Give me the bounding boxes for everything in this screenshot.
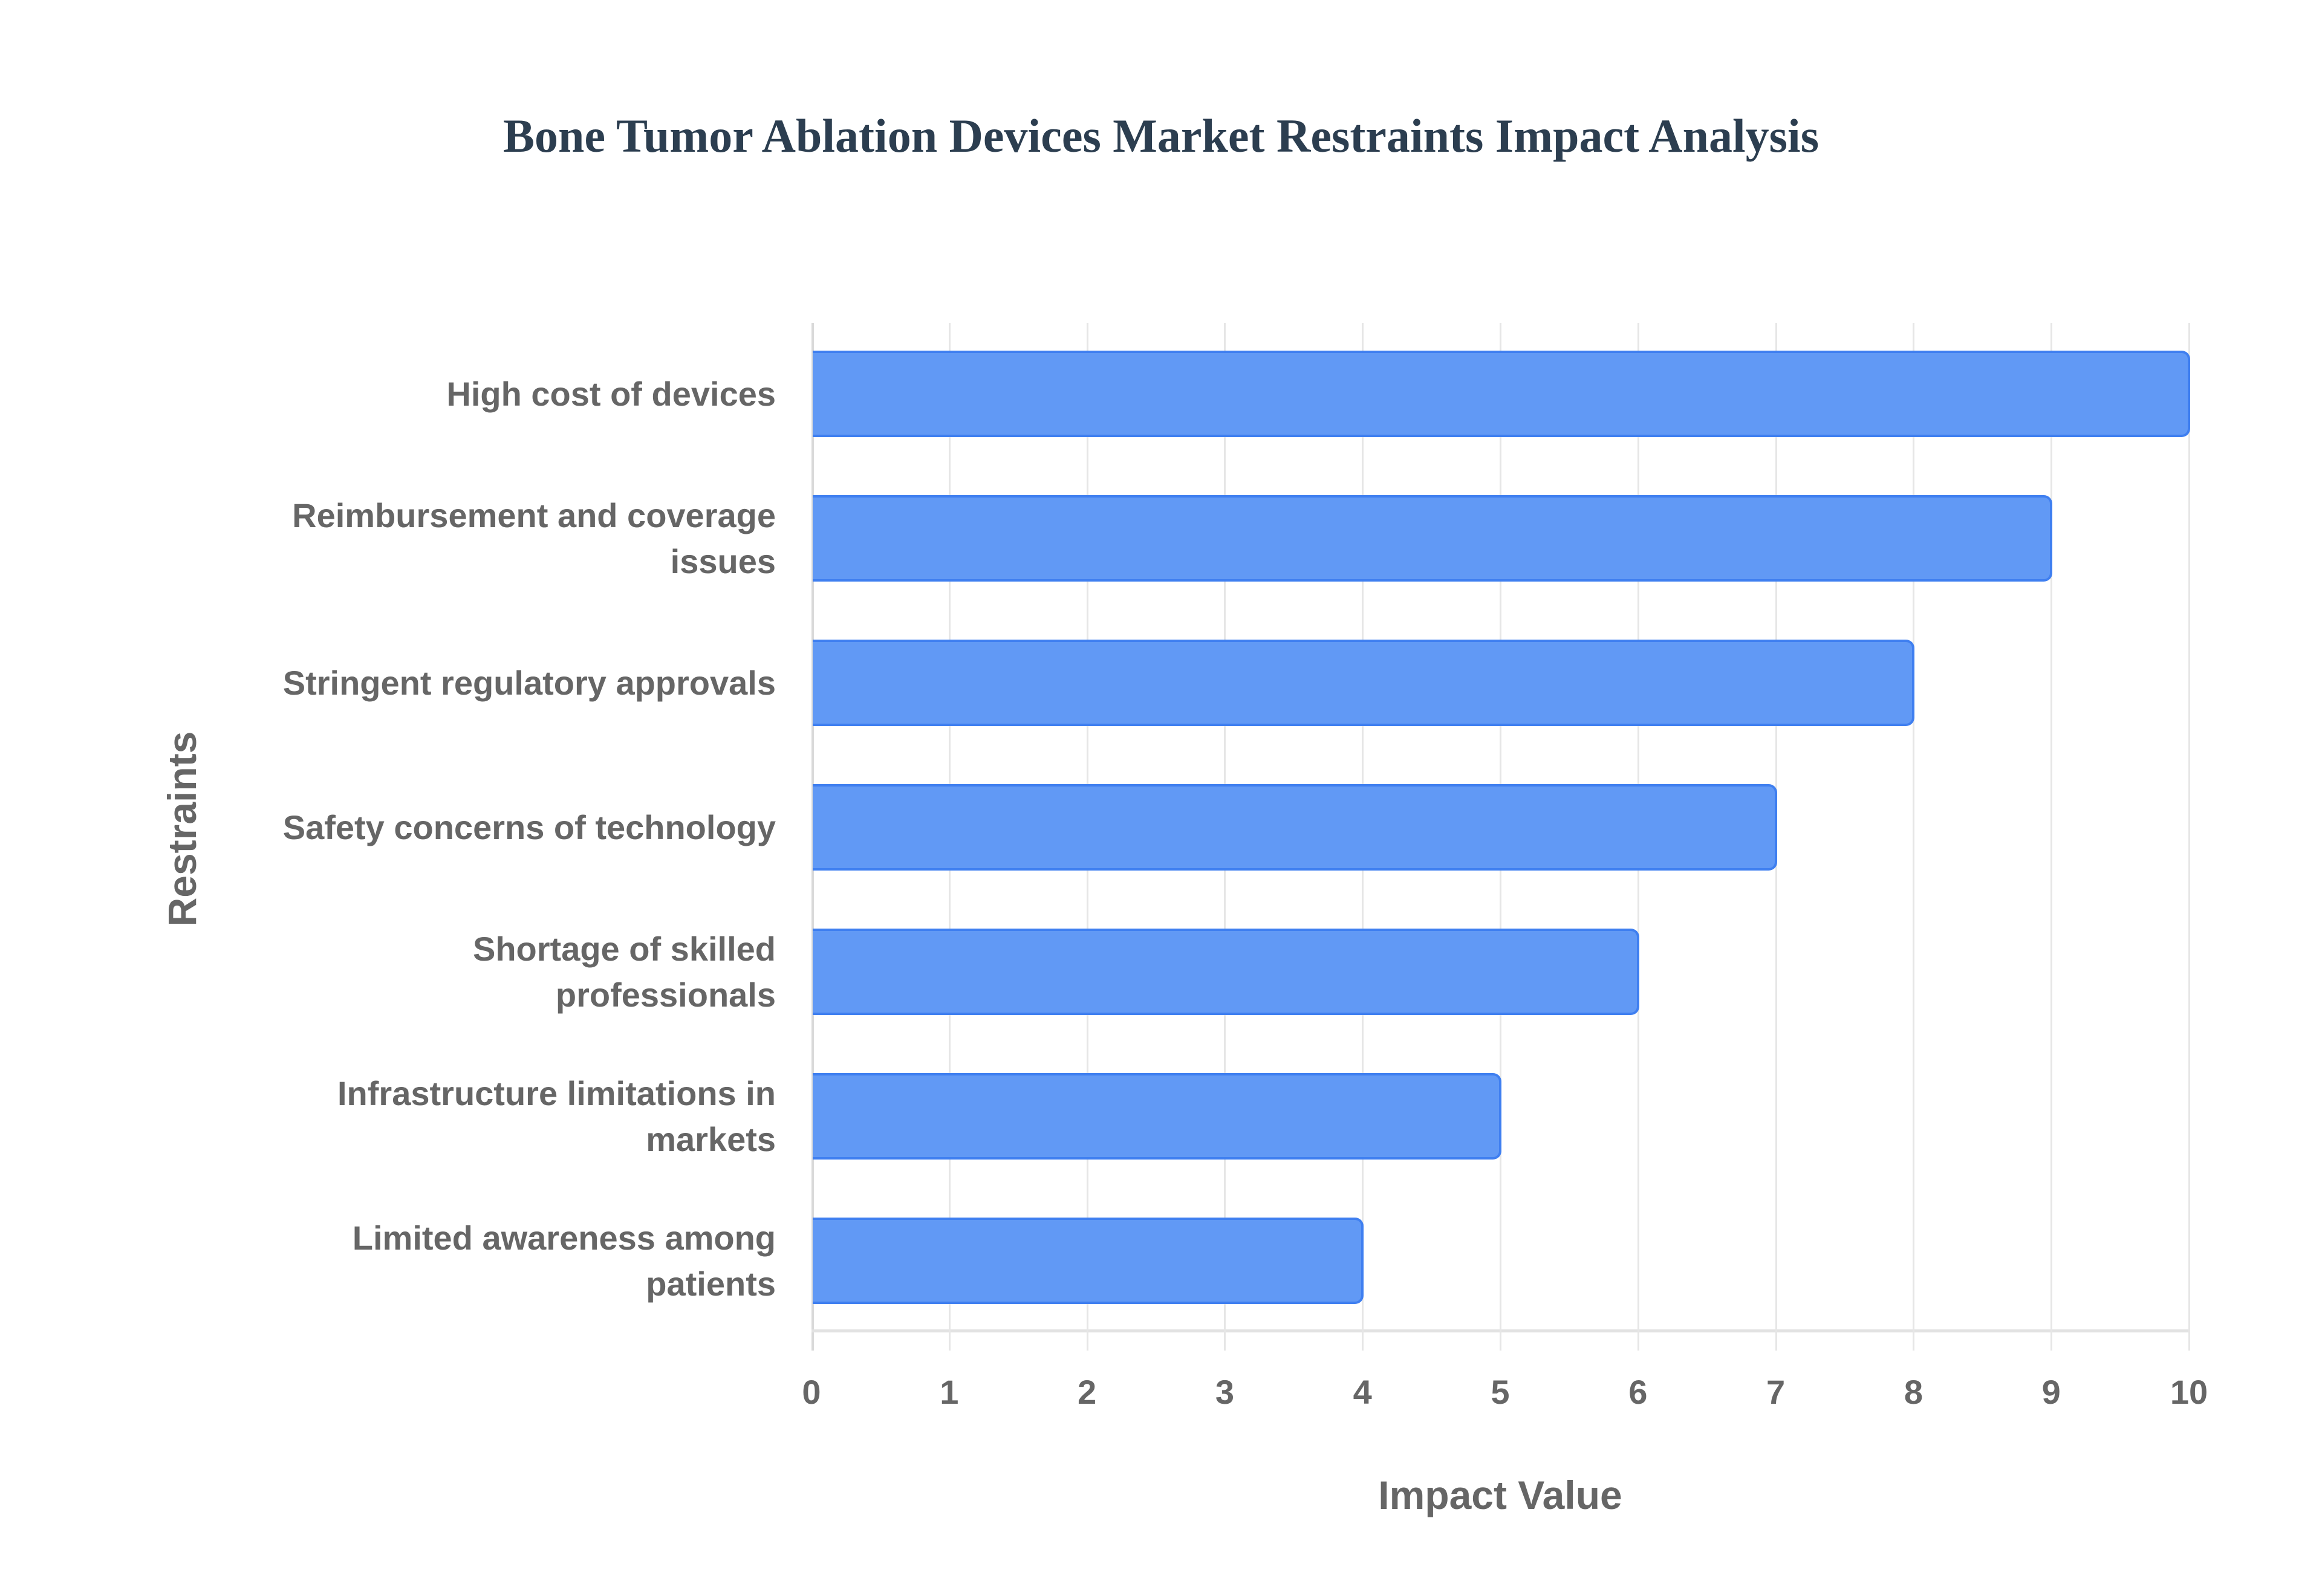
x-tick-label: 6 [1628, 1373, 1648, 1411]
category-label-line: patients [646, 1265, 776, 1303]
gridline [2050, 323, 2053, 1351]
category-label-line: High cost of devices [446, 375, 776, 413]
category-label: Limited awareness among patients [171, 1215, 776, 1307]
bar[interactable] [813, 640, 1915, 726]
plot-area [811, 323, 2190, 1351]
x-tick-label: 2 [1078, 1373, 1097, 1411]
x-axis-label: Impact Value [1378, 1473, 1622, 1517]
x-tick-label: 4 [1353, 1373, 1372, 1411]
category-label: High cost of devices [171, 371, 776, 417]
bar[interactable] [813, 1073, 1501, 1160]
x-tick-label: 3 [1215, 1373, 1234, 1411]
category-label-line: Limited awareness among [352, 1219, 776, 1257]
x-tick-label: 8 [1904, 1373, 1923, 1411]
category-label-line: Shortage of skilled [473, 930, 776, 968]
category-label-line: Infrastructure limitations in [337, 1074, 776, 1112]
category-label: Reimbursement and coverage issues [171, 493, 776, 585]
x-tick-label: 9 [2041, 1373, 2061, 1411]
bar[interactable] [813, 784, 1777, 871]
bar[interactable] [813, 1218, 1364, 1304]
category-label: Safety concerns of technology [171, 805, 776, 851]
category-label-line: Stringent regulatory approvals [282, 664, 776, 702]
gridline [2188, 323, 2190, 1351]
category-label: Stringent regulatory approvals [171, 660, 776, 706]
category-label-line: issues [670, 542, 776, 580]
x-tick-label: 7 [1766, 1373, 1786, 1411]
x-tick-label: 5 [1491, 1373, 1510, 1411]
gridline [1913, 323, 1915, 1351]
category-label-line: Safety concerns of technology [282, 808, 776, 846]
category-label-line: markets [646, 1120, 776, 1158]
x-tick-label: 10 [2170, 1373, 2208, 1411]
x-tick-label: 0 [802, 1373, 821, 1411]
bar[interactable] [813, 495, 2053, 582]
category-label-line: Reimbursement and coverage [292, 496, 776, 534]
bar[interactable] [813, 929, 1639, 1015]
category-label-line: professionals [555, 976, 776, 1014]
category-label: Infrastructure limitations in markets [171, 1071, 776, 1163]
x-tick-label: 1 [940, 1373, 959, 1411]
bar[interactable] [813, 351, 2190, 437]
chart-title: Bone Tumor Ablation Devices Market Restr… [502, 109, 1820, 162]
category-label: Shortage of skilled professionals [171, 926, 776, 1018]
